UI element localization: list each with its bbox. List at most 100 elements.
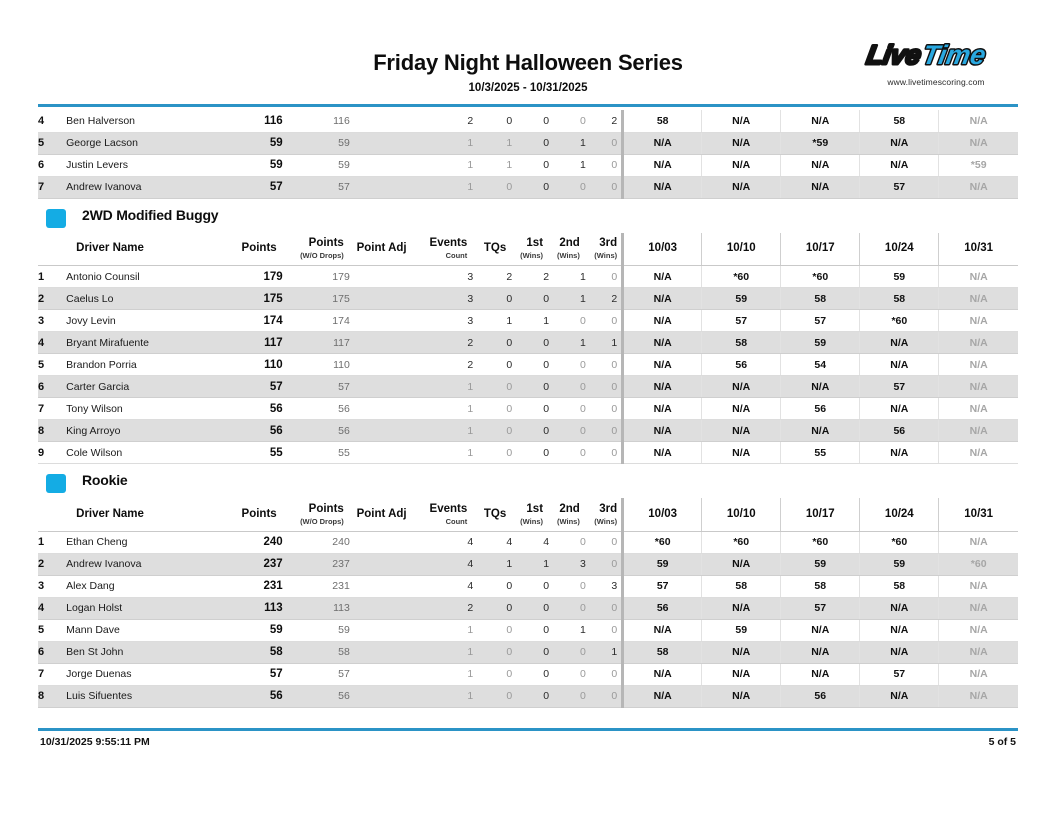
col-second-wins: 2nd (Wins): [549, 232, 586, 266]
row-position: 2: [38, 287, 67, 310]
row-race-result: N/A: [621, 154, 702, 177]
row-point-adj: [349, 375, 413, 398]
col-events: Events Count: [412, 498, 474, 532]
table-row: 5 George Lacson 59 59 1 1 0 1 0 N/A N/A *59 N/A N/A: [38, 132, 1018, 155]
row-point-adj: [349, 619, 413, 642]
col-race-date: 10/03: [621, 232, 702, 266]
row-points-wo-drops: 55: [282, 441, 350, 464]
table-row: 1 Ethan Cheng 240 240 4 4 4 0 0 *60 *60 *60 *60 N/A: [38, 531, 1018, 554]
row-second-wins: 0: [549, 663, 586, 686]
row-race-result: N/A: [780, 619, 860, 642]
svg-text:Time: Time: [920, 39, 988, 70]
row-race-result: N/A: [938, 663, 1018, 686]
row-points: 240: [215, 531, 283, 554]
row-driver-name: Alex Dang: [66, 575, 216, 598]
row-race-result: N/A: [701, 397, 781, 420]
row-point-adj: [349, 132, 413, 155]
row-race-result: N/A: [621, 397, 702, 420]
class-section-header: Rookie: [38, 470, 1018, 496]
row-point-adj: [349, 597, 413, 620]
row-first-wins: 0: [512, 375, 550, 398]
table-row: 3 Alex Dang 231 231 4 0 0 0 3 57 58 58 58 N/A: [38, 575, 1018, 598]
row-points: 59: [215, 154, 283, 177]
row-third-wins: 0: [585, 154, 623, 177]
document-footer: 10/31/2025 9:55:11 PM 5 of 5: [38, 736, 1018, 754]
row-points-wo-drops: 58: [282, 641, 350, 664]
table-header-row: Driver Name Points Points (W/O Drops) Point …: [38, 498, 1018, 532]
row-position: 5: [38, 132, 67, 155]
row-points: 56: [215, 685, 283, 708]
table-row: 4 Ben Halverson 116 116 2 0 0 0 2 58 N/A N/A 58 N/A: [38, 110, 1018, 133]
row-race-result: N/A: [780, 176, 860, 199]
col-third-wins: 3rd (Wins): [585, 498, 623, 532]
row-race-result: 56: [780, 397, 860, 420]
row-point-adj: [349, 309, 413, 332]
row-events: 1: [412, 154, 474, 177]
row-driver-name: Logan Holst: [66, 597, 216, 620]
row-race-result: *60: [780, 265, 860, 288]
row-second-wins: 0: [549, 353, 586, 376]
row-first-wins: 0: [512, 353, 550, 376]
page-title: Friday Night Halloween Series: [373, 50, 683, 75]
row-first-wins: 0: [512, 597, 550, 620]
row-position: 6: [38, 154, 67, 177]
row-points-wo-drops: 237: [282, 553, 350, 576]
col-race-date: 10/03: [621, 498, 702, 532]
row-race-result: N/A: [701, 110, 781, 133]
row-driver-name: Tony Wilson: [66, 397, 216, 420]
row-tqs: 1: [473, 132, 513, 155]
row-first-wins: 0: [512, 685, 550, 708]
row-first-wins: 0: [512, 441, 550, 464]
row-third-wins: 0: [585, 265, 623, 288]
row-race-result: 59: [701, 287, 781, 310]
col-race-date: 10/17: [780, 498, 860, 532]
row-race-result: *60: [621, 531, 702, 554]
logo-website-url: www.livetimescoring.com: [887, 77, 985, 87]
row-first-wins: 0: [512, 575, 550, 598]
col-driver-name: Driver Name: [66, 232, 216, 266]
table-row: 6 Ben St John 58 58 1 0 0 0 1 58 N/A N/A N/A N/A: [38, 641, 1018, 664]
row-events: 3: [412, 309, 474, 332]
row-first-wins: 0: [512, 110, 550, 133]
row-race-result: N/A: [859, 397, 939, 420]
row-position: 6: [38, 375, 67, 398]
row-second-wins: 0: [549, 419, 586, 442]
row-race-result: N/A: [780, 154, 860, 177]
row-race-result: 58: [859, 575, 939, 598]
row-tqs: 0: [473, 685, 513, 708]
standings-table: Driver Name Points Points (W/O Drops) Point …: [38, 498, 1018, 708]
row-race-result: 58: [621, 641, 702, 664]
row-events: 3: [412, 265, 474, 288]
row-race-result: N/A: [938, 265, 1018, 288]
row-second-wins: 0: [549, 597, 586, 620]
row-race-result: N/A: [938, 575, 1018, 598]
row-race-result: N/A: [859, 132, 939, 155]
row-events: 1: [412, 176, 474, 199]
row-third-wins: 0: [585, 663, 623, 686]
row-driver-name: Andrew Ivanova: [66, 176, 216, 199]
row-points-wo-drops: 56: [282, 419, 350, 442]
row-race-result: 57: [859, 375, 939, 398]
row-race-result: *60: [701, 531, 781, 554]
row-points: 110: [215, 353, 283, 376]
table-body: 1 Antonio Counsil 179 179 3 2 2 1 0 N/A *60 *60 59 N/…: [38, 265, 1018, 464]
row-first-wins: 0: [512, 619, 550, 642]
col-points: Points: [215, 498, 283, 532]
row-second-wins: 0: [549, 309, 586, 332]
row-race-result: 59: [859, 553, 939, 576]
row-point-adj: [349, 531, 413, 554]
table-row: 7 Jorge Duenas 57 57 1 0 0 0 0 N/A N/A N/A 57 N/A: [38, 663, 1018, 686]
row-point-adj: [349, 265, 413, 288]
row-third-wins: 0: [585, 685, 623, 708]
row-points: 175: [215, 287, 283, 310]
row-third-wins: 2: [585, 287, 623, 310]
row-points-wo-drops: 240: [282, 531, 350, 554]
row-point-adj: [349, 287, 413, 310]
row-race-result: N/A: [938, 619, 1018, 642]
col-race-date: 10/10: [701, 498, 781, 532]
row-position: 1: [38, 531, 67, 554]
row-third-wins: 0: [585, 309, 623, 332]
row-third-wins: 3: [585, 575, 623, 598]
footer-page-number: 5 of 5: [988, 736, 1016, 748]
row-race-result: N/A: [938, 531, 1018, 554]
